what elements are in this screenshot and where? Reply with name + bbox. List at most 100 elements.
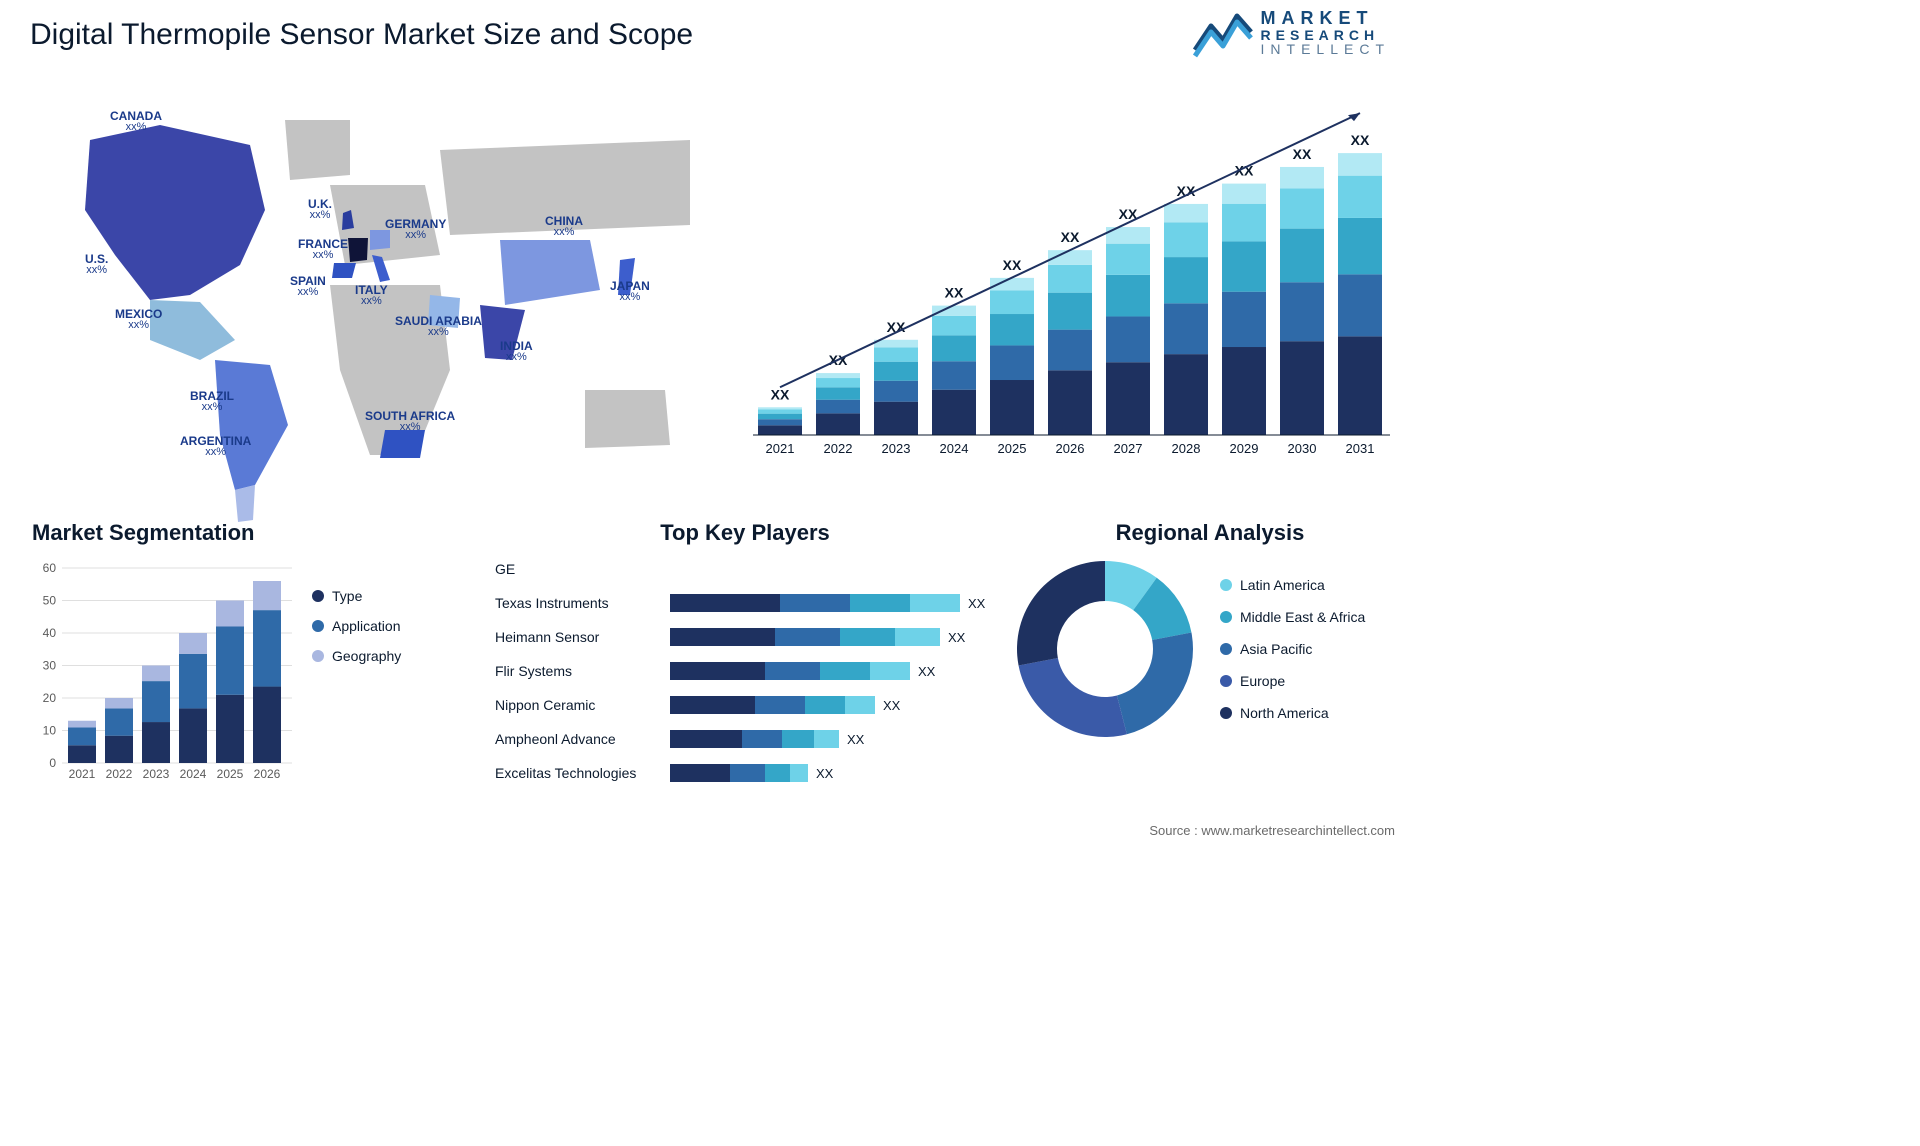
player-bar-seg	[670, 662, 765, 680]
growth-x-label: 2027	[1114, 441, 1143, 456]
player-bar-seg	[670, 594, 780, 612]
growth-bar-seg	[758, 407, 802, 409]
legend-label: Type	[332, 588, 362, 604]
seg-bar-seg	[142, 666, 170, 682]
growth-bar-seg	[874, 362, 918, 381]
player-name: GE	[495, 561, 670, 577]
player-value: XX	[960, 596, 985, 611]
player-name: Texas Instruments	[495, 595, 670, 611]
player-name: Flir Systems	[495, 663, 670, 679]
player-value: XX	[875, 698, 900, 713]
logo-icon	[1193, 8, 1253, 58]
map-label-italy: ITALYxx%	[355, 284, 388, 307]
growth-bar-seg	[1338, 218, 1382, 274]
seg-bar-seg	[253, 610, 281, 686]
growth-bar-seg	[758, 409, 802, 413]
seg-bar-seg	[142, 722, 170, 763]
map-region-spain	[332, 263, 356, 278]
seg-x-label: 2024	[180, 767, 207, 781]
map-label-japan: JAPANxx%	[610, 280, 650, 303]
map-region-north-america	[85, 125, 265, 300]
seg-bar-seg	[179, 633, 207, 654]
legend-dot-icon	[1220, 643, 1232, 655]
player-bar-seg	[820, 662, 870, 680]
player-row: Heimann SensorXX	[495, 624, 995, 650]
growth-bar-value: XX	[945, 285, 964, 301]
player-bar-seg	[870, 662, 910, 680]
growth-bar-seg	[1164, 303, 1208, 354]
growth-bar-seg	[816, 387, 860, 399]
seg-bar-seg	[68, 745, 96, 763]
growth-bar-seg	[874, 381, 918, 402]
growth-bar-seg	[1048, 265, 1092, 293]
player-bar: XX	[670, 594, 995, 612]
region-legend-item: Latin America	[1220, 577, 1365, 593]
growth-bar-seg	[1338, 274, 1382, 336]
growth-bar-seg	[932, 306, 976, 316]
seg-legend-item: Geography	[312, 648, 401, 664]
growth-bar-seg	[1164, 222, 1208, 257]
player-bar-seg	[840, 628, 895, 646]
legend-label: Latin America	[1240, 577, 1325, 593]
player-bar-seg	[765, 764, 790, 782]
growth-x-label: 2023	[882, 441, 911, 456]
player-bar-seg	[805, 696, 845, 714]
seg-bar-seg	[68, 728, 96, 746]
legend-dot-icon	[1220, 707, 1232, 719]
map-label-germany: GERMANYxx%	[385, 218, 446, 241]
growth-x-label: 2025	[998, 441, 1027, 456]
growth-bar-seg	[874, 340, 918, 348]
map-label-mexico: MEXICOxx%	[115, 308, 162, 331]
legend-dot-icon	[312, 620, 324, 632]
map-label-u-s-: U.S.xx%	[85, 253, 108, 276]
player-bar-seg	[782, 730, 814, 748]
growth-bar-seg	[1106, 362, 1150, 435]
logo-line3: INTELLECT	[1261, 42, 1390, 57]
seg-bar-seg	[105, 698, 133, 708]
seg-bar-seg	[105, 736, 133, 763]
logo-line2: RESEARCH	[1261, 28, 1390, 43]
region-legend-item: Europe	[1220, 673, 1365, 689]
growth-bar-seg	[758, 425, 802, 435]
segmentation-title: Market Segmentation	[32, 520, 472, 546]
seg-bar-seg	[216, 601, 244, 627]
growth-bar-seg	[990, 345, 1034, 380]
legend-dot-icon	[312, 590, 324, 602]
players-title: Top Key Players	[495, 520, 995, 546]
player-bar: XX	[670, 628, 995, 646]
growth-bar-seg	[1106, 275, 1150, 317]
growth-x-label: 2022	[824, 441, 853, 456]
map-region-france	[348, 238, 368, 262]
seg-y-tick: 30	[43, 659, 57, 673]
player-name: Heimann Sensor	[495, 629, 670, 645]
growth-x-label: 2031	[1346, 441, 1375, 456]
growth-bar-seg	[932, 316, 976, 335]
player-row: Ampheonl AdvanceXX	[495, 726, 995, 752]
seg-bar-seg	[179, 654, 207, 709]
map-label-brazil: BRAZILxx%	[190, 390, 234, 413]
map-label-saudi-arabia: SAUDI ARABIAxx%	[395, 315, 482, 338]
seg-bar-seg	[68, 721, 96, 728]
growth-bar-seg	[1106, 316, 1150, 362]
seg-y-tick: 10	[43, 724, 57, 738]
legend-label: Geography	[332, 648, 401, 664]
legend-label: Asia Pacific	[1240, 641, 1312, 657]
legend-dot-icon	[1220, 611, 1232, 623]
growth-bar-seg	[816, 373, 860, 378]
seg-bar-seg	[253, 687, 281, 763]
brand-logo: MARKET RESEARCH INTELLECT	[1193, 8, 1390, 58]
world-map-panel: CANADAxx%U.S.xx%MEXICOxx%BRAZILxx%ARGENT…	[30, 90, 710, 490]
player-bar-seg	[670, 730, 742, 748]
growth-x-label: 2030	[1288, 441, 1317, 456]
seg-x-label: 2023	[143, 767, 170, 781]
player-row: Excelitas TechnologiesXX	[495, 760, 995, 786]
map-region-china	[500, 240, 600, 305]
player-bar-seg	[670, 696, 755, 714]
players-panel: Top Key Players GETexas InstrumentsXXHei…	[495, 520, 995, 795]
segmentation-panel: Market Segmentation 01020304050602021202…	[32, 520, 472, 795]
growth-bar-seg	[1280, 167, 1324, 188]
map-region-australia-grey	[585, 390, 670, 448]
seg-bar-seg	[105, 708, 133, 735]
page-title: Digital Thermopile Sensor Market Size an…	[30, 18, 693, 52]
map-label-south-africa: SOUTH AFRICAxx%	[365, 410, 455, 433]
